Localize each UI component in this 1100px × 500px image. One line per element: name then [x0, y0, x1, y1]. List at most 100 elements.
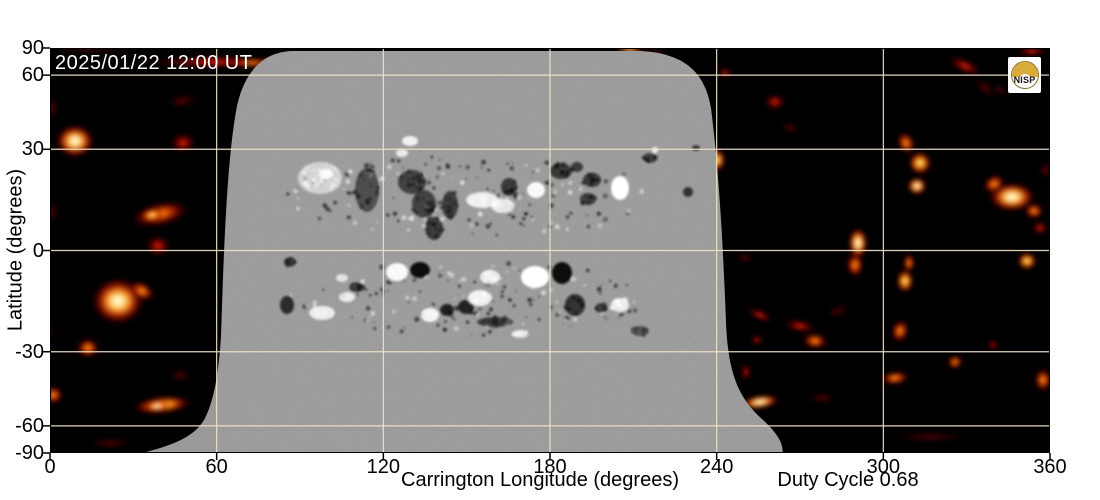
- magnetogram-speckle: [643, 156, 647, 161]
- magnetogram-speckle: [436, 228, 442, 234]
- magnetogram-speckle: [449, 272, 455, 278]
- y-tick-label: 60: [21, 64, 44, 87]
- farside-blob: [826, 304, 850, 318]
- nisp-logo-text: NISP: [1013, 75, 1036, 85]
- magnetogram-speckle: [602, 304, 607, 310]
- magnetogram-speckle: [487, 194, 490, 197]
- magnetogram-speckle: [609, 279, 612, 283]
- magnetogram-speckle: [431, 302, 436, 306]
- magnetogram-speckle: [480, 320, 484, 324]
- magnetogram-speckle: [386, 324, 391, 330]
- farside-blob: [880, 370, 910, 386]
- magnetogram-speckle: [500, 294, 505, 299]
- magnetogram-speckle: [473, 291, 478, 296]
- magnetogram-speckle: [603, 179, 609, 184]
- magnetogram-speckle: [596, 178, 600, 182]
- magnetogram-speckle: [479, 298, 483, 303]
- magnetogram-speckle: [293, 188, 298, 194]
- magnetogram-speckle: [508, 298, 512, 302]
- magnetogram-speckle: [373, 321, 375, 324]
- magnetogram-speckle: [313, 309, 318, 314]
- magnetogram-speckle: [621, 172, 626, 178]
- magnetogram-speckle: [459, 180, 465, 186]
- magnetogram-speckle: [366, 319, 369, 322]
- magnetogram-speckle: [448, 215, 453, 220]
- farside-blob: [1016, 48, 1048, 56]
- magnetogram-speckle: [329, 315, 333, 319]
- farside-blob: [802, 332, 828, 350]
- magnetogram-speckle: [512, 303, 517, 308]
- magnetogram-speckle: [446, 309, 451, 314]
- magnetogram-speckle: [426, 209, 430, 212]
- magnetogram-speckle: [509, 191, 511, 194]
- magnetogram-speckle: [481, 196, 488, 202]
- magnetogram-speckle: [524, 163, 528, 167]
- farside-blob: [992, 84, 1008, 96]
- magnetogram-speckle: [465, 164, 470, 170]
- magnetogram-patch: [336, 274, 348, 282]
- magnetogram-speckle: [645, 157, 651, 163]
- magnetogram-speckle: [315, 313, 319, 317]
- magnetogram-speckle: [305, 184, 310, 188]
- magnetogram-speckle: [564, 319, 567, 322]
- farside-blob: [780, 122, 800, 134]
- magnetogram-speckle: [584, 194, 588, 198]
- farside-blob: [1034, 368, 1050, 392]
- magnetogram-speckle: [438, 158, 441, 161]
- magnetogram-speckle: [415, 185, 419, 190]
- farside-blob: [982, 174, 1006, 194]
- magnetogram-speckle: [326, 307, 328, 310]
- magnetogram-speckle: [585, 268, 590, 273]
- magnetogram-speckle: [351, 316, 353, 319]
- magnetogram-patch: [402, 136, 418, 146]
- y-tick-label: 30: [21, 138, 44, 161]
- magnetogram-speckle: [431, 221, 437, 227]
- magnetogram-speckle: [593, 197, 598, 201]
- magnetogram-speckle: [392, 211, 398, 216]
- magnetogram-speckle: [506, 162, 509, 166]
- magnetogram-speckle: [312, 303, 317, 308]
- magnetogram-speckle: [485, 298, 491, 304]
- magnetogram-speckle: [473, 202, 478, 206]
- magnetogram-speckle: [329, 182, 335, 187]
- magnetogram-patch: [692, 145, 700, 151]
- magnetogram-speckle: [322, 203, 328, 208]
- magnetogram-speckle: [424, 162, 427, 166]
- magnetogram-speckle: [537, 317, 541, 322]
- magnetogram-speckle: [364, 163, 370, 169]
- magnetogram-speckle: [476, 313, 480, 317]
- magnetogram-speckle: [317, 216, 322, 221]
- farside-blob: [76, 338, 100, 358]
- magnetogram-speckle: [318, 306, 321, 309]
- magnetogram-speckle: [437, 273, 443, 278]
- magnetogram-speckle: [422, 180, 426, 184]
- magnetogram-speckle: [481, 201, 486, 206]
- magnetogram-speckle: [652, 154, 658, 160]
- magnetogram-speckle: [347, 203, 351, 207]
- magnetogram-speckle: [489, 307, 493, 312]
- magnetogram-speckle: [386, 213, 390, 217]
- magnetogram-speckle: [553, 190, 557, 194]
- magnetogram-speckle: [530, 216, 534, 219]
- magnetogram-speckle: [368, 183, 373, 188]
- magnetogram-speckle: [473, 280, 477, 284]
- magnetogram-speckle: [616, 303, 622, 308]
- farside-blob: [741, 364, 751, 380]
- magnetogram-speckle: [504, 197, 510, 202]
- magnetogram-speckle: [296, 197, 300, 200]
- magnetogram-speckle: [373, 326, 377, 331]
- farside-blob: [896, 269, 914, 293]
- magnetogram-speckle: [567, 307, 572, 312]
- magnetogram-speckle: [641, 329, 645, 332]
- magnetogram-speckle: [609, 305, 615, 311]
- magnetogram-speckle: [487, 269, 492, 274]
- magnetogram-speckle: [485, 224, 491, 229]
- magnetogram-speckle: [600, 284, 603, 287]
- magnetogram-speckle: [345, 179, 351, 185]
- magnetogram-speckle: [458, 284, 461, 288]
- magnetogram-speckle: [453, 297, 456, 300]
- magnetogram-speckle: [415, 211, 418, 214]
- magnetogram-speckle: [442, 327, 448, 333]
- magnetogram-speckle: [522, 216, 526, 221]
- magnetogram-speckle: [334, 168, 337, 171]
